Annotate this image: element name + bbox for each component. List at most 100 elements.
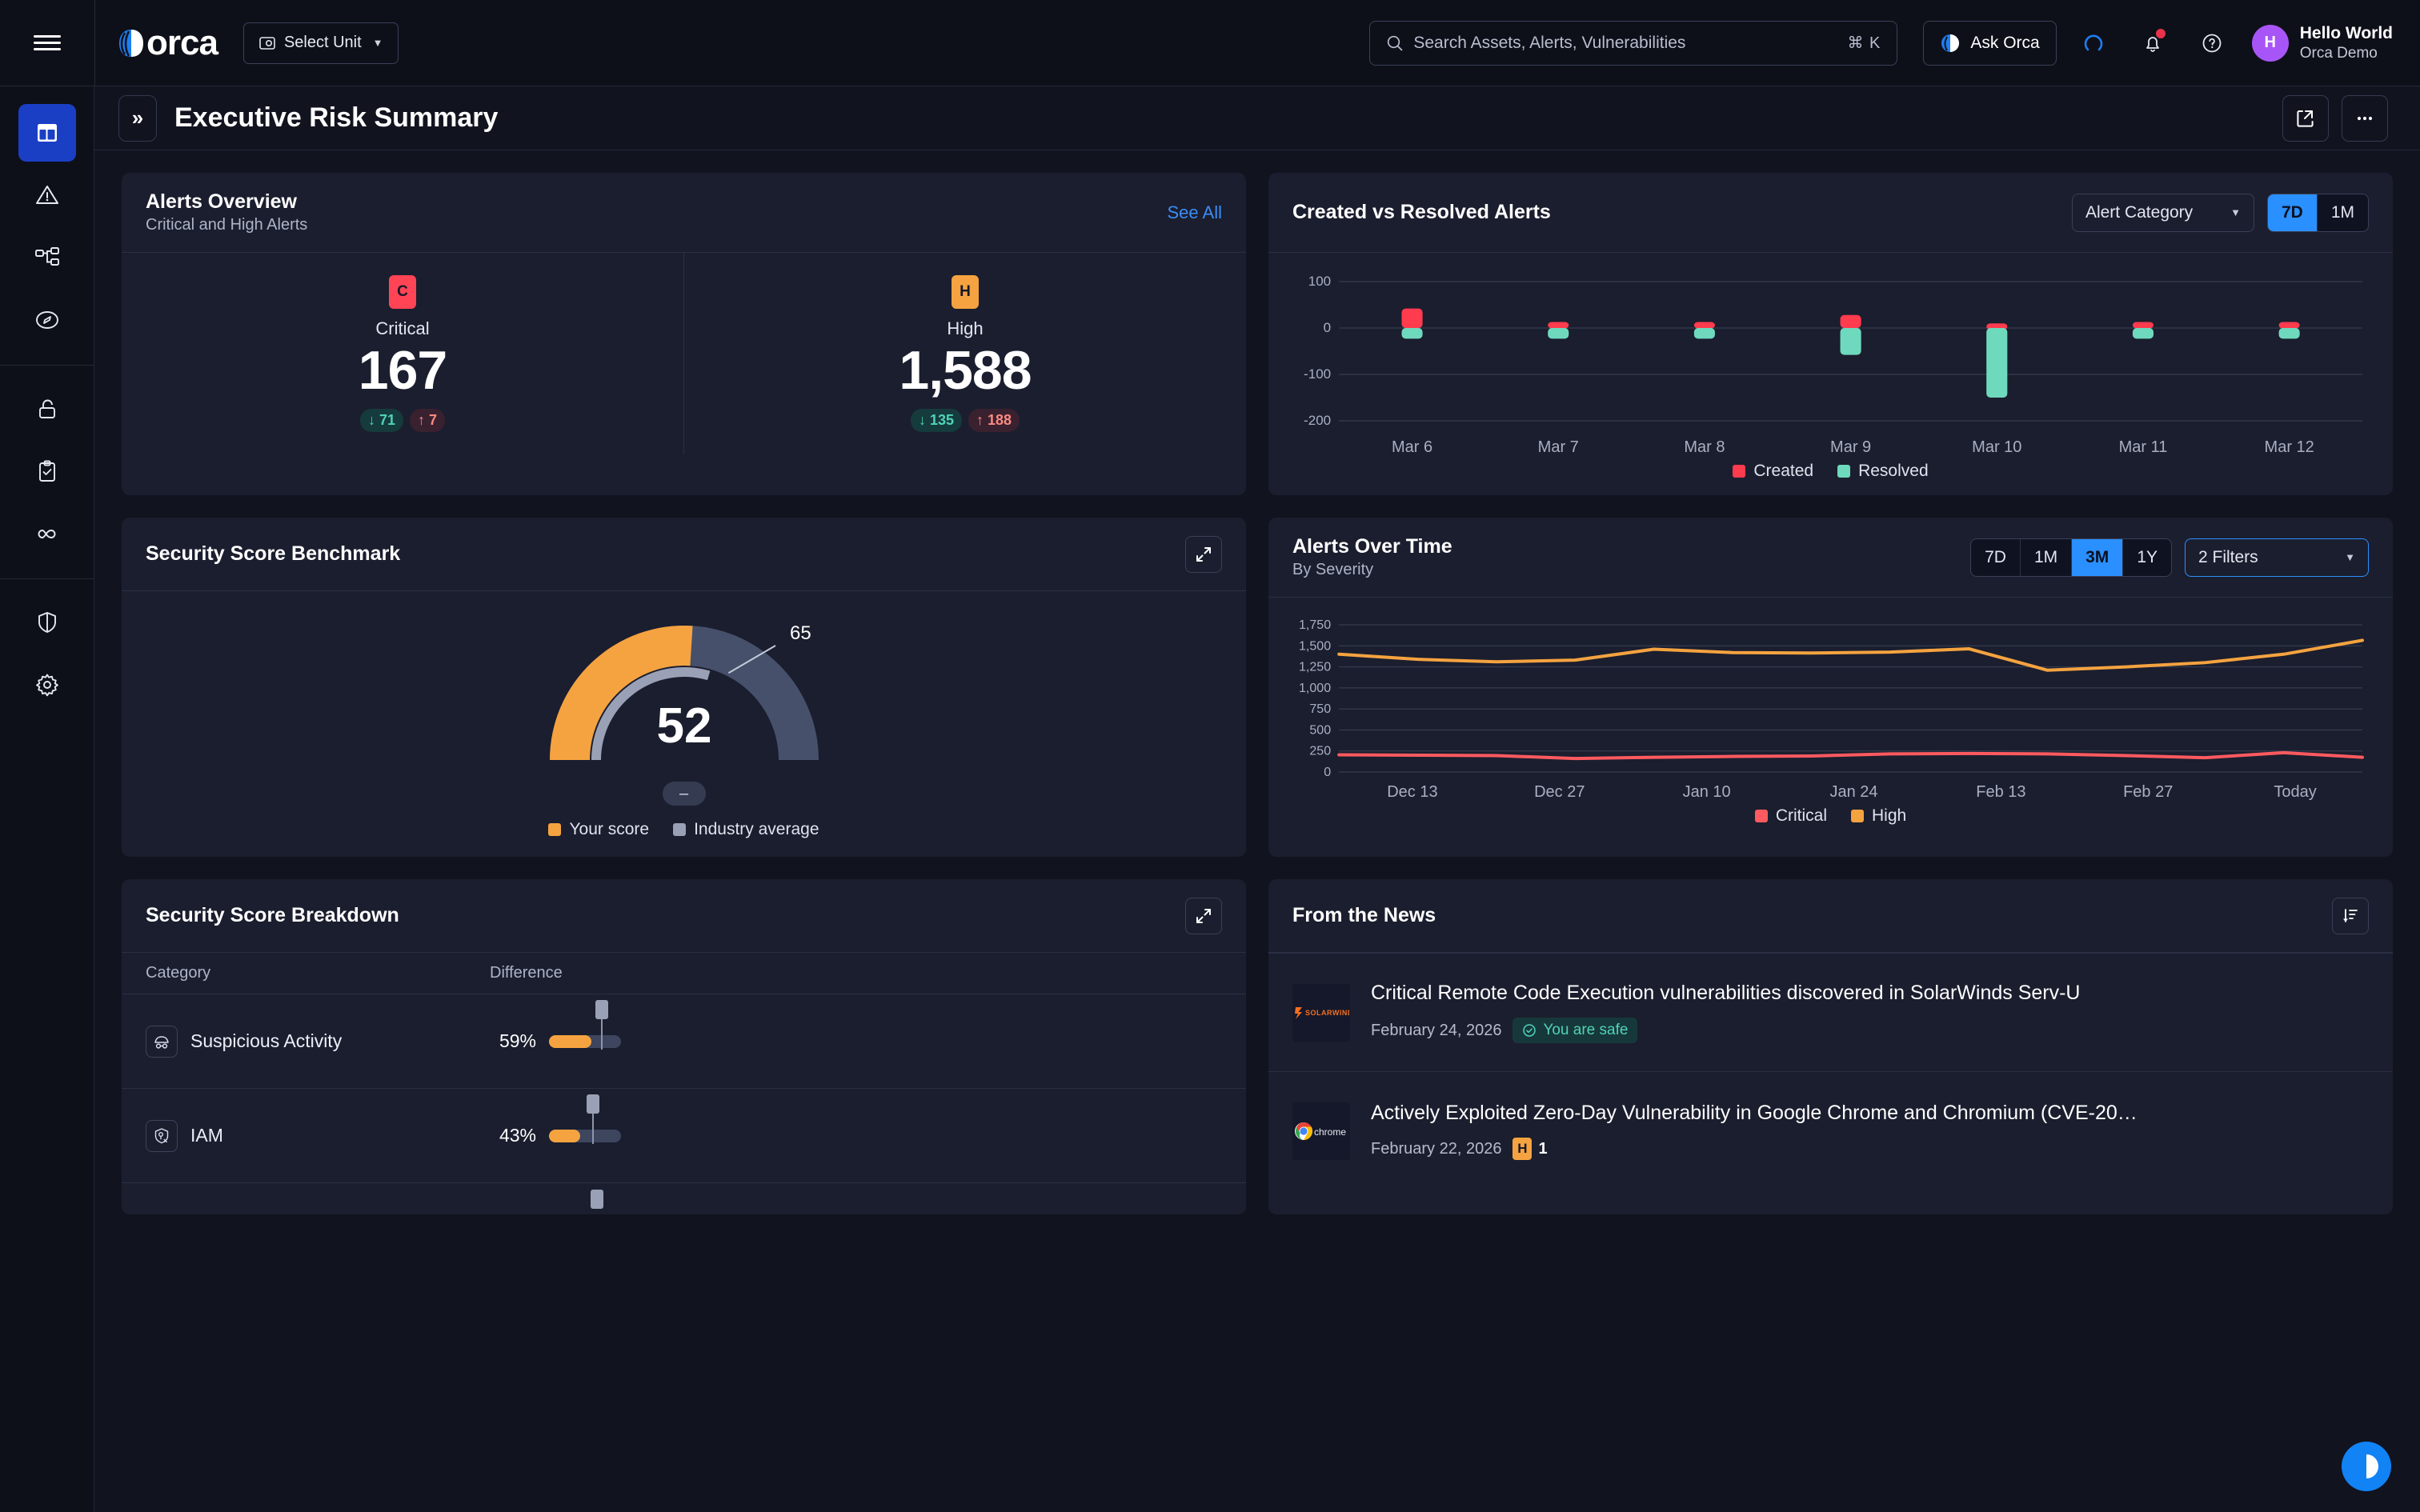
- filters-dropdown[interactable]: 2 Filters ▼: [2185, 538, 2369, 577]
- card-news: From the News SOLARWINDS: [1268, 879, 2393, 1214]
- news-item-date: February 24, 2026: [1371, 1021, 1502, 1039]
- line-chart-x-axis: Dec 13 Dec 27 Jan 10 Jan 24 Feb 13 Feb 27 Toda…: [1292, 783, 2369, 802]
- news-header: From the News: [1268, 879, 2393, 953]
- legend-label: Critical: [1775, 806, 1827, 825]
- page-header-actions: [2282, 94, 2388, 142]
- unlock-icon: [38, 399, 55, 418]
- see-all-link[interactable]: See All: [1167, 202, 1223, 222]
- sidebar-item-settings[interactable]: [18, 656, 76, 714]
- legend-swatch: [1837, 465, 1851, 478]
- alerts-overview-title: Alerts Overview: [146, 190, 297, 213]
- score-breakdown-title: Security Score Breakdown: [146, 904, 399, 926]
- range-1m[interactable]: 1M: [2316, 194, 2368, 231]
- more-options-button[interactable]: [2342, 94, 2388, 142]
- range-1m[interactable]: 1M: [2019, 538, 2071, 576]
- card-alerts-overview: Alerts Overview Critical and High Alerts…: [122, 173, 1246, 495]
- share-button[interactable]: [2282, 94, 2329, 142]
- industry-marker: [591, 1189, 604, 1209]
- unit-icon: [258, 34, 276, 52]
- news-title: From the News: [1292, 904, 1436, 926]
- sidebar-item-alerts[interactable]: [18, 166, 76, 224]
- svg-text:52: 52: [656, 698, 711, 754]
- line-chart-legend: Critical High: [1292, 806, 2369, 826]
- orca-logo-icon: [118, 28, 145, 58]
- severity-badge-high: H: [1512, 1138, 1533, 1160]
- security-benchmark-header: Security Score Benchmark: [122, 518, 1246, 591]
- difference-percent: 59%: [499, 1030, 536, 1051]
- legend-item: High: [1850, 806, 1907, 826]
- breakdown-table-header: Category Difference: [122, 953, 1246, 994]
- user-menu[interactable]: H Hello World Orca Demo: [2251, 23, 2393, 63]
- legend-label: High: [1871, 806, 1907, 825]
- alerts-over-time-subtitle: By Severity: [1292, 561, 1374, 578]
- help-circle-icon[interactable]: [2190, 21, 2234, 66]
- table-row[interactable]: IAM 43%: [122, 1088, 1246, 1182]
- svg-text:0: 0: [1324, 765, 1331, 778]
- industry-marker: [587, 1094, 599, 1144]
- range-7d[interactable]: 7D: [1985, 547, 2006, 566]
- activity-spinner-icon[interactable]: [2071, 21, 2116, 66]
- x-axis-label: Feb 27: [2123, 783, 2174, 801]
- sidebar-item-inventory[interactable]: [18, 229, 76, 286]
- svg-text:-200: -200: [1304, 413, 1331, 428]
- sidebar-item-pipeline[interactable]: [18, 505, 76, 562]
- hamburger-menu-icon[interactable]: [0, 0, 94, 86]
- sidebar-divider-1: [0, 365, 94, 366]
- range-7d[interactable]: 7D: [2267, 194, 2317, 231]
- security-benchmark-body: 65 52 – Your score Industry average: [122, 591, 1246, 857]
- sidebar-item-compliance[interactable]: [18, 442, 76, 500]
- alert-stat-high[interactable]: H High 1,588 ↓ 135 ↑ 188: [683, 253, 1246, 454]
- security-benchmark-title: Security Score Benchmark: [146, 542, 401, 565]
- select-unit-dropdown[interactable]: Select Unit ▼: [242, 22, 399, 64]
- select-unit-label: Select Unit: [283, 34, 362, 51]
- status-badge-safe: You are safe: [1512, 1018, 1638, 1043]
- news-sort-button[interactable]: [2332, 897, 2369, 934]
- logo-text: orca: [146, 22, 218, 62]
- svg-text:-100: -100: [1304, 366, 1331, 382]
- legend-your-score: Your score: [548, 820, 649, 839]
- list-item[interactable]: chrome Actively Exploited Zero-Day Vulne…: [1268, 1071, 2393, 1190]
- search-shortcut: ⌘ K: [1847, 34, 1881, 52]
- status-badge-severity: H 1: [1512, 1138, 1548, 1160]
- trend-up-high: ↑ 188: [968, 409, 1020, 433]
- list-item[interactable]: SOLARWINDS Critical Remote Code Executio…: [1268, 953, 2393, 1071]
- left-sidebar: [0, 86, 94, 1512]
- orca-assistant-fab[interactable]: [2342, 1442, 2391, 1491]
- sidebar-item-dashboard[interactable]: [18, 104, 76, 162]
- search-input[interactable]: Search Assets, Alerts, Vulnerabilities ⌘…: [1369, 20, 1898, 66]
- expand-breakdown-button[interactable]: [1185, 897, 1222, 934]
- x-axis-label: Today: [2274, 783, 2317, 801]
- infinity-icon: [38, 530, 55, 538]
- dashboard-icon: [37, 124, 57, 142]
- range-1y[interactable]: 1Y: [2122, 538, 2171, 576]
- difference-cell: 59%: [490, 999, 621, 1052]
- alert-category-dropdown[interactable]: Alert Category ▼: [2071, 193, 2254, 232]
- ask-orca-button[interactable]: Ask Orca: [1923, 20, 2057, 66]
- card-security-benchmark: Security Score Benchmark 65 52 –: [122, 518, 1246, 857]
- sidebar-expand-button[interactable]: »: [118, 94, 157, 142]
- alert-stat-critical[interactable]: C Critical 167 ↓ 71 ↑ 7: [122, 253, 683, 454]
- compass-icon: [35, 311, 58, 329]
- user-name: Hello World: [2299, 23, 2393, 42]
- check-circle-icon: [1523, 1024, 1537, 1037]
- notifications-bell-icon[interactable]: [2130, 21, 2175, 66]
- range-3m[interactable]: 3M: [2071, 538, 2123, 576]
- svg-text:250: 250: [1309, 744, 1331, 758]
- expand-diagonal-icon: [1196, 908, 1211, 923]
- sidebar-item-access[interactable]: [18, 380, 76, 438]
- column-difference: Difference: [490, 964, 563, 982]
- trend-down-critical: ↓ 71: [359, 409, 403, 433]
- sidebar-item-discovery[interactable]: [18, 291, 76, 349]
- x-axis-label: Mar 6: [1391, 438, 1433, 456]
- warning-triangle-icon: [35, 186, 58, 204]
- table-row[interactable]: Suspicious Activity 59%: [122, 994, 1246, 1088]
- expand-benchmark-button[interactable]: [1185, 535, 1222, 573]
- ask-orca-label: Ask Orca: [1970, 33, 2040, 52]
- share-icon: [2297, 110, 2314, 127]
- table-row-partial[interactable]: [122, 1182, 1246, 1214]
- legend-industry-average: Industry average: [673, 820, 819, 839]
- search-icon: [1386, 34, 1404, 52]
- brand-logo[interactable]: orca: [95, 23, 218, 63]
- sidebar-item-shield[interactable]: [18, 594, 76, 651]
